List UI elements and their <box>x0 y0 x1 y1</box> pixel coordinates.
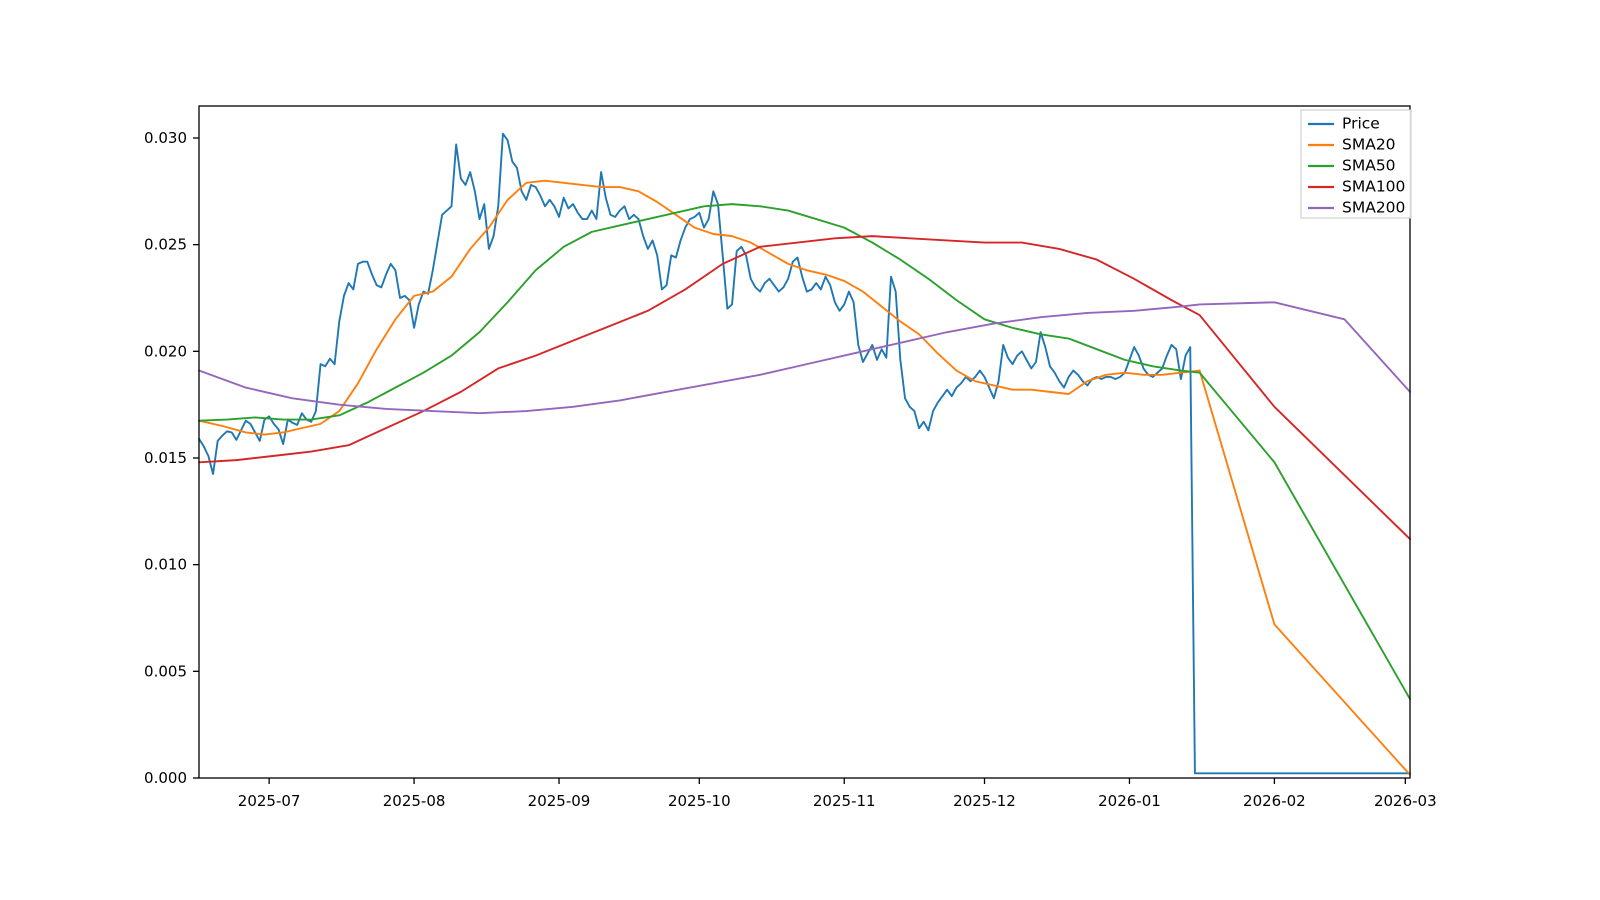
y-tick-label: 0.015 <box>144 449 187 467</box>
legend-label-sma200: SMA200 <box>1342 199 1405 217</box>
x-tick-label: 2025-10 <box>668 792 731 810</box>
x-tick-label: 2025-09 <box>528 792 591 810</box>
x-axis-ticks: 2025-07 2025-08 2025-09 2025-10 2025-11 2025-… <box>238 778 1437 810</box>
plot-area-background <box>199 106 1410 778</box>
x-tick-label: 2025-11 <box>813 792 876 810</box>
x-tick-label: 2026-01 <box>1098 792 1161 810</box>
y-tick-label: 0.010 <box>144 556 187 574</box>
y-tick-label: 0.030 <box>144 129 187 147</box>
y-tick-label: 0.020 <box>144 342 187 360</box>
axes-frame <box>198 105 1411 779</box>
legend-label-sma100: SMA100 <box>1342 178 1405 196</box>
series-line-sma20 <box>198 179 1411 776</box>
series-line-sma200 <box>198 301 1411 415</box>
x-tick-label: 2026-03 <box>1374 792 1437 810</box>
y-tick-label: 0.025 <box>144 236 187 254</box>
series-line-price <box>198 132 1411 775</box>
legend-label-sma50: SMA50 <box>1342 157 1396 175</box>
legend-frame <box>1300 109 1412 219</box>
chart-legend: Price SMA20 SMA50 SMA100 SMA200 <box>1300 109 1412 219</box>
legend-label-price: Price <box>1342 115 1380 133</box>
legend-label-sma20: SMA20 <box>1342 136 1396 154</box>
data-series-group <box>198 132 1411 776</box>
x-tick-label: 2026-02 <box>1243 792 1306 810</box>
series-line-sma50 <box>198 203 1411 701</box>
y-axis-ticks: 0.000 0.005 0.010 0.015 0.020 0.025 0.030 <box>144 129 199 787</box>
y-tick-label: 0.000 <box>144 769 187 787</box>
axes-spines <box>198 105 1411 779</box>
x-tick-label: 2025-07 <box>238 792 301 810</box>
series-line-sma100 <box>198 235 1411 541</box>
x-tick-label: 2025-08 <box>383 792 446 810</box>
y-tick-label: 0.005 <box>144 662 187 680</box>
x-tick-label: 2025-12 <box>953 792 1016 810</box>
